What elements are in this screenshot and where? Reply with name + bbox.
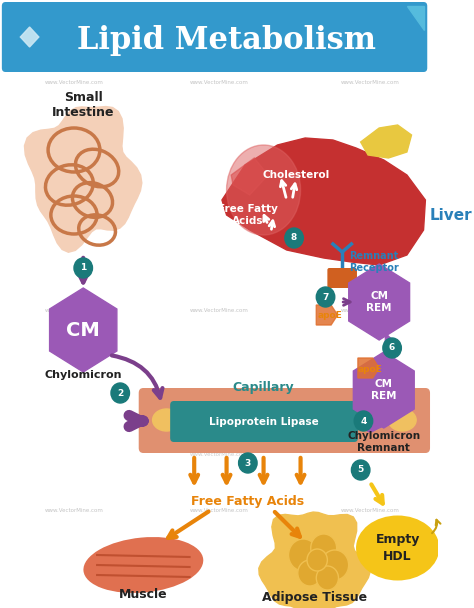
Text: Liver: Liver: [430, 207, 473, 223]
Circle shape: [285, 228, 303, 248]
Ellipse shape: [153, 409, 180, 431]
Text: CM
REM: CM REM: [371, 379, 397, 401]
Circle shape: [351, 460, 370, 480]
Text: www.VectorMine.com: www.VectorMine.com: [45, 80, 103, 85]
Circle shape: [289, 539, 318, 571]
Circle shape: [383, 338, 401, 358]
Circle shape: [321, 550, 349, 580]
Polygon shape: [20, 27, 39, 47]
Text: 6: 6: [389, 344, 395, 353]
Polygon shape: [25, 106, 142, 252]
Text: Muscle: Muscle: [119, 589, 168, 601]
Circle shape: [111, 383, 129, 403]
Text: www.VectorMine.com: www.VectorMine.com: [340, 80, 400, 85]
Text: Adipose Tissue: Adipose Tissue: [262, 592, 367, 604]
Text: 7: 7: [322, 292, 328, 302]
Ellipse shape: [83, 537, 203, 593]
Polygon shape: [50, 288, 117, 372]
Text: Small
Intestine: Small Intestine: [52, 91, 115, 119]
Circle shape: [316, 287, 335, 307]
Text: Chylomicron
Remnant: Chylomicron Remnant: [347, 431, 420, 453]
Text: www.VectorMine.com: www.VectorMine.com: [45, 508, 103, 513]
FancyBboxPatch shape: [170, 401, 358, 442]
Text: Empty
HDL: Empty HDL: [375, 533, 420, 562]
Polygon shape: [349, 264, 410, 340]
Text: Lipid Metabolism: Lipid Metabolism: [77, 24, 376, 55]
Text: 2: 2: [117, 389, 123, 398]
Ellipse shape: [388, 409, 416, 431]
Text: Free Fatty Acids: Free Fatty Acids: [191, 496, 304, 508]
Circle shape: [238, 453, 257, 473]
Text: apoE: apoE: [318, 311, 343, 319]
Text: 3: 3: [245, 458, 251, 468]
Polygon shape: [231, 158, 268, 195]
Ellipse shape: [227, 409, 255, 431]
FancyBboxPatch shape: [2, 2, 427, 72]
Text: Remnant
Receptor: Remnant Receptor: [349, 251, 399, 273]
Text: 1: 1: [80, 263, 86, 272]
Text: apoE: apoE: [357, 365, 383, 375]
Polygon shape: [353, 352, 414, 428]
Text: Cholesterol: Cholesterol: [262, 170, 329, 180]
Text: Capillary: Capillary: [233, 381, 294, 395]
Polygon shape: [361, 125, 411, 158]
Polygon shape: [407, 6, 424, 30]
Ellipse shape: [356, 516, 439, 581]
Polygon shape: [358, 358, 379, 378]
Circle shape: [316, 566, 338, 590]
Text: 5: 5: [357, 466, 364, 474]
Polygon shape: [259, 512, 370, 608]
Ellipse shape: [356, 409, 384, 431]
Circle shape: [354, 411, 373, 431]
Text: 4: 4: [360, 416, 366, 426]
Text: www.VectorMine.com: www.VectorMine.com: [190, 80, 248, 85]
Text: www.VectorMine.com: www.VectorMine.com: [190, 308, 248, 313]
Ellipse shape: [314, 409, 342, 431]
Circle shape: [298, 560, 322, 586]
Text: CM
REM: CM REM: [366, 291, 392, 313]
Polygon shape: [222, 138, 425, 265]
Ellipse shape: [185, 409, 213, 431]
Text: www.VectorMine.com: www.VectorMine.com: [340, 508, 400, 513]
Text: www.VectorMine.com: www.VectorMine.com: [340, 308, 400, 313]
Circle shape: [307, 549, 328, 571]
Ellipse shape: [271, 409, 299, 431]
Text: CM: CM: [66, 320, 100, 339]
Text: www.VectorMine.com: www.VectorMine.com: [45, 308, 103, 313]
Text: Lipoprotein Lipase: Lipoprotein Lipase: [209, 417, 319, 427]
Circle shape: [311, 534, 337, 562]
FancyBboxPatch shape: [139, 388, 430, 453]
Circle shape: [74, 258, 92, 278]
Text: Chylomicron: Chylomicron: [45, 370, 122, 380]
Text: www.VectorMine.com: www.VectorMine.com: [190, 452, 248, 457]
Polygon shape: [316, 305, 337, 325]
Text: 8: 8: [291, 233, 297, 243]
Ellipse shape: [227, 145, 301, 235]
Text: www.VectorMine.com: www.VectorMine.com: [190, 508, 248, 513]
Text: Free Fatty
Acids: Free Fatty Acids: [218, 204, 278, 226]
FancyBboxPatch shape: [328, 268, 357, 288]
